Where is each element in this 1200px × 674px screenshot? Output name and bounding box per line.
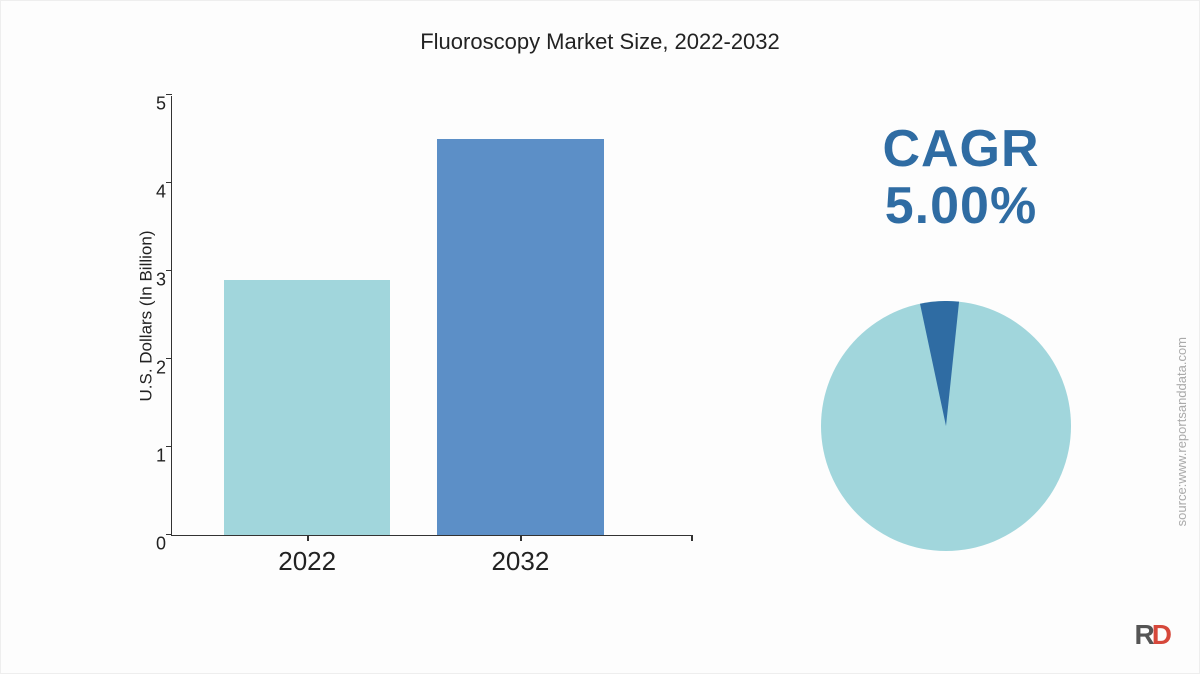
pie-chart — [821, 301, 1071, 551]
x-tick-label: 2032 — [491, 546, 549, 577]
y-tick-label: 1 — [142, 446, 166, 467]
y-tick-label: 3 — [142, 270, 166, 291]
bar-chart: U.S. Dollars (In Billion) 01234520222032 — [131, 96, 691, 536]
logo-d: D — [1152, 619, 1169, 650]
y-tick-mark — [166, 270, 172, 272]
logo-r: R — [1135, 619, 1152, 650]
cagr-value: 5.00% — [811, 178, 1111, 235]
x-tick-mark — [520, 535, 522, 541]
brand-logo: RD — [1135, 619, 1169, 651]
y-tick-mark — [166, 182, 172, 184]
x-tick-label: 2022 — [278, 546, 336, 577]
chart-title: Fluoroscopy Market Size, 2022-2032 — [1, 29, 1199, 55]
y-tick-label: 0 — [142, 534, 166, 555]
y-tick-mark — [166, 446, 172, 448]
y-tick-mark — [166, 358, 172, 360]
y-tick-mark — [166, 94, 172, 96]
y-tick-label: 2 — [142, 358, 166, 379]
y-tick-label: 4 — [142, 182, 166, 203]
cagr-block: CAGR 5.00% — [811, 121, 1111, 235]
source-citation: source:www.reportsanddata.com — [1174, 337, 1189, 526]
bar — [437, 139, 603, 535]
cagr-label: CAGR — [811, 121, 1111, 178]
pie-svg — [821, 301, 1071, 551]
y-tick-label: 5 — [142, 94, 166, 115]
y-tick-mark — [166, 534, 172, 536]
x-tick-mark — [691, 535, 693, 541]
bar-chart-plot: 01234520222032 — [171, 96, 691, 536]
bar — [224, 280, 390, 535]
x-tick-mark — [307, 535, 309, 541]
